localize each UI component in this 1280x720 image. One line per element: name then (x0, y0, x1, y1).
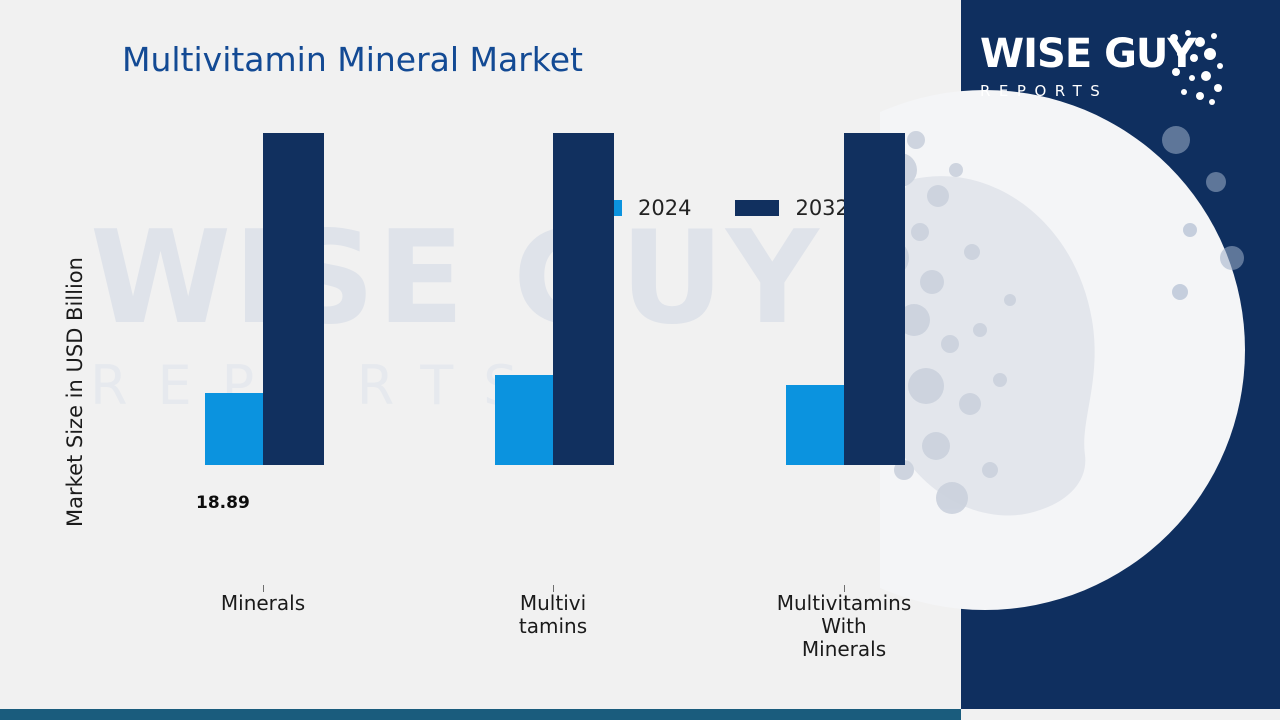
logo-main-text: WISE GUY (980, 31, 1196, 77)
chart-legend: 2024 2032 (578, 196, 849, 220)
plot-area: 18.89 Minerals Multivi tamins Multivitam… (196, 133, 911, 661)
x-axis-tick-3 (844, 585, 845, 592)
bar-2024-multivitamins[interactable] (495, 375, 553, 465)
bar-2032-multivitamins-with-minerals[interactable] (844, 133, 905, 465)
x-axis-label-multivitamins: Multivi tamins (518, 591, 588, 638)
x-axis-tick-1 (263, 585, 264, 592)
legend-label-2032: 2032 (795, 196, 849, 220)
legend-label-2024: 2024 (638, 196, 692, 220)
bar-2032-multivitamins[interactable] (553, 133, 614, 465)
legend-item-2032[interactable]: 2032 (735, 196, 849, 220)
bar-2024-minerals[interactable] (205, 393, 263, 465)
wiseguy-logo: WISE GUY REPORTS (980, 30, 1223, 120)
x-axis-label-minerals: Minerals (220, 591, 306, 615)
bottom-accent-strip (0, 709, 961, 720)
x-axis-tick-2 (553, 585, 554, 592)
chart-title: Multivitamin Mineral Market (122, 40, 583, 79)
logo-sub-text: REPORTS (980, 82, 1109, 100)
bar-2032-minerals[interactable] (263, 133, 324, 465)
bar-2024-multivitamins-with-minerals[interactable] (786, 385, 844, 465)
legend-swatch-2032 (735, 200, 780, 216)
logo-dots-icon (1170, 30, 1223, 105)
x-axis-label-multivitamins-with-minerals: Multivitamins With Minerals (776, 591, 912, 661)
data-label-2024-minerals: 18.89 (196, 493, 250, 513)
